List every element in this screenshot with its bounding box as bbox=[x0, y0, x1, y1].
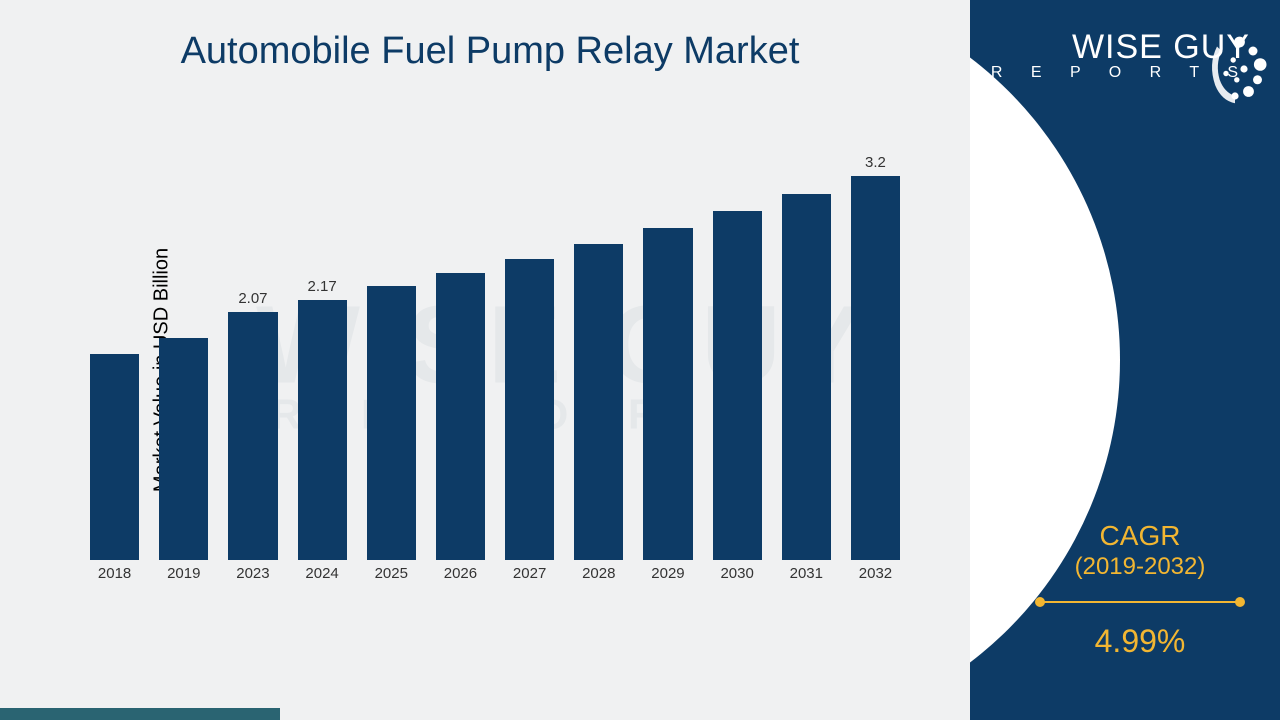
x-tick-label: 2028 bbox=[574, 565, 623, 582]
bar-wrap bbox=[436, 273, 485, 560]
x-tick-label: 2026 bbox=[436, 565, 485, 582]
bar bbox=[298, 300, 347, 560]
bar bbox=[90, 354, 139, 560]
bar-value-label: 2.07 bbox=[228, 290, 277, 307]
bar-value-label: 2.17 bbox=[298, 278, 347, 295]
bar-wrap bbox=[505, 259, 554, 560]
x-axis-labels: 2018 2019 2023 2024 2025 2026 2027 2028 2029 2030… bbox=[90, 565, 900, 582]
plot-area: 2.07 2.17 3.2 bbox=[90, 140, 900, 560]
bar bbox=[505, 259, 554, 560]
cagr-panel: CAGR (2019-2032) 4.99% bbox=[1030, 519, 1250, 660]
cagr-years: (2019-2032) bbox=[1030, 553, 1250, 581]
bar bbox=[436, 273, 485, 560]
bar-wrap bbox=[90, 354, 139, 560]
bar-wrap: 3.2 bbox=[851, 176, 900, 560]
bar bbox=[643, 228, 692, 560]
bar bbox=[713, 211, 762, 560]
brand-logo: WISE GUY R E P O R T S bbox=[991, 30, 1250, 82]
x-tick-label: 2019 bbox=[159, 565, 208, 582]
x-tick-label: 2030 bbox=[713, 565, 762, 582]
bar bbox=[851, 176, 900, 560]
x-tick-label: 2031 bbox=[782, 565, 831, 582]
footer-accent bbox=[0, 708, 280, 720]
x-tick-label: 2025 bbox=[367, 565, 416, 582]
bar-wrap bbox=[643, 228, 692, 560]
x-tick-label: 2032 bbox=[851, 565, 900, 582]
cagr-label: CAGR bbox=[1030, 519, 1250, 553]
x-tick-label: 2029 bbox=[643, 565, 692, 582]
chart-title: Automobile Fuel Pump Relay Market bbox=[60, 30, 920, 73]
brand-sub: R E P O R T S bbox=[991, 64, 1250, 82]
x-tick-label: 2027 bbox=[505, 565, 554, 582]
cagr-value: 4.99% bbox=[1030, 623, 1250, 660]
x-tick-label: 2024 bbox=[298, 565, 347, 582]
bar-chart: Market Value in USD Billion 2.072.173.2 … bbox=[80, 140, 900, 600]
brand-main: WISE GUY bbox=[991, 30, 1250, 64]
x-tick-label: 2023 bbox=[228, 565, 277, 582]
bar-wrap bbox=[782, 194, 831, 560]
bar bbox=[159, 338, 208, 560]
bar bbox=[228, 312, 277, 560]
bar-wrap bbox=[367, 286, 416, 560]
bar-wrap bbox=[159, 338, 208, 560]
bar bbox=[367, 286, 416, 560]
bar-value-label: 3.2 bbox=[851, 154, 900, 171]
bar bbox=[574, 244, 623, 560]
bar-wrap: 2.17 bbox=[298, 300, 347, 560]
bar-wrap: 2.07 bbox=[228, 312, 277, 560]
bar bbox=[782, 194, 831, 560]
x-tick-label: 2018 bbox=[90, 565, 139, 582]
bar-wrap bbox=[713, 211, 762, 560]
bar-wrap bbox=[574, 244, 623, 560]
cagr-divider bbox=[1040, 601, 1240, 603]
